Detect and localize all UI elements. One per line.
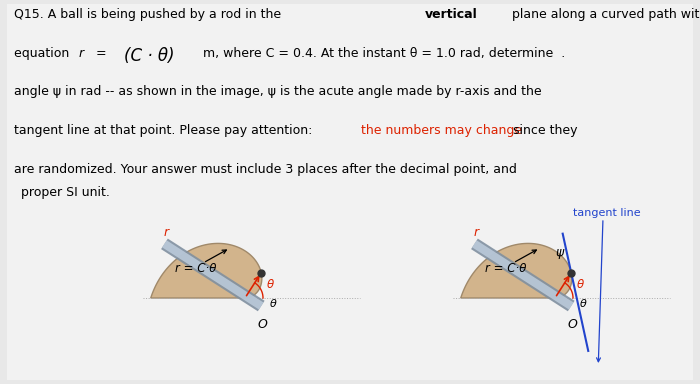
Text: (C · θ): (C · θ) xyxy=(124,46,175,65)
Text: =: = xyxy=(88,46,115,60)
Text: r = C·θ: r = C·θ xyxy=(175,262,216,275)
Polygon shape xyxy=(150,243,262,298)
Text: O: O xyxy=(258,318,267,331)
Text: θ: θ xyxy=(577,278,584,291)
Text: equation: equation xyxy=(14,46,74,60)
Text: r = C·θ: r = C·θ xyxy=(485,262,526,275)
Text: r: r xyxy=(474,226,479,239)
Text: θ: θ xyxy=(580,299,587,309)
Text: tangent line: tangent line xyxy=(573,208,640,218)
Text: angle ψ in rad -- as shown in the image, ψ is the acute angle made by r-axis and: angle ψ in rad -- as shown in the image,… xyxy=(14,85,542,98)
Text: ψ: ψ xyxy=(555,246,564,259)
Text: since they: since they xyxy=(509,124,577,137)
Text: r: r xyxy=(164,226,169,239)
Text: Q15. A ball is being pushed by a rod in the: Q15. A ball is being pushed by a rod in … xyxy=(14,8,285,21)
Text: proper SI unit.: proper SI unit. xyxy=(21,186,110,199)
Text: are randomized. Your answer must include 3 places after the decimal point, and: are randomized. Your answer must include… xyxy=(14,163,517,176)
Text: r: r xyxy=(78,46,83,60)
Text: tangent line at that point. Please pay attention:: tangent line at that point. Please pay a… xyxy=(14,124,316,137)
Text: O: O xyxy=(567,318,577,331)
Polygon shape xyxy=(461,243,572,298)
Text: vertical: vertical xyxy=(426,8,478,21)
Text: the numbers may change: the numbers may change xyxy=(360,124,522,137)
Text: m, where C = 0.4. At the instant θ = 1.0 rad, determine  .: m, where C = 0.4. At the instant θ = 1.0… xyxy=(199,46,566,60)
Text: plane along a curved path with: plane along a curved path with xyxy=(508,8,700,21)
Text: θ: θ xyxy=(270,299,277,309)
Text: θ: θ xyxy=(267,278,274,291)
